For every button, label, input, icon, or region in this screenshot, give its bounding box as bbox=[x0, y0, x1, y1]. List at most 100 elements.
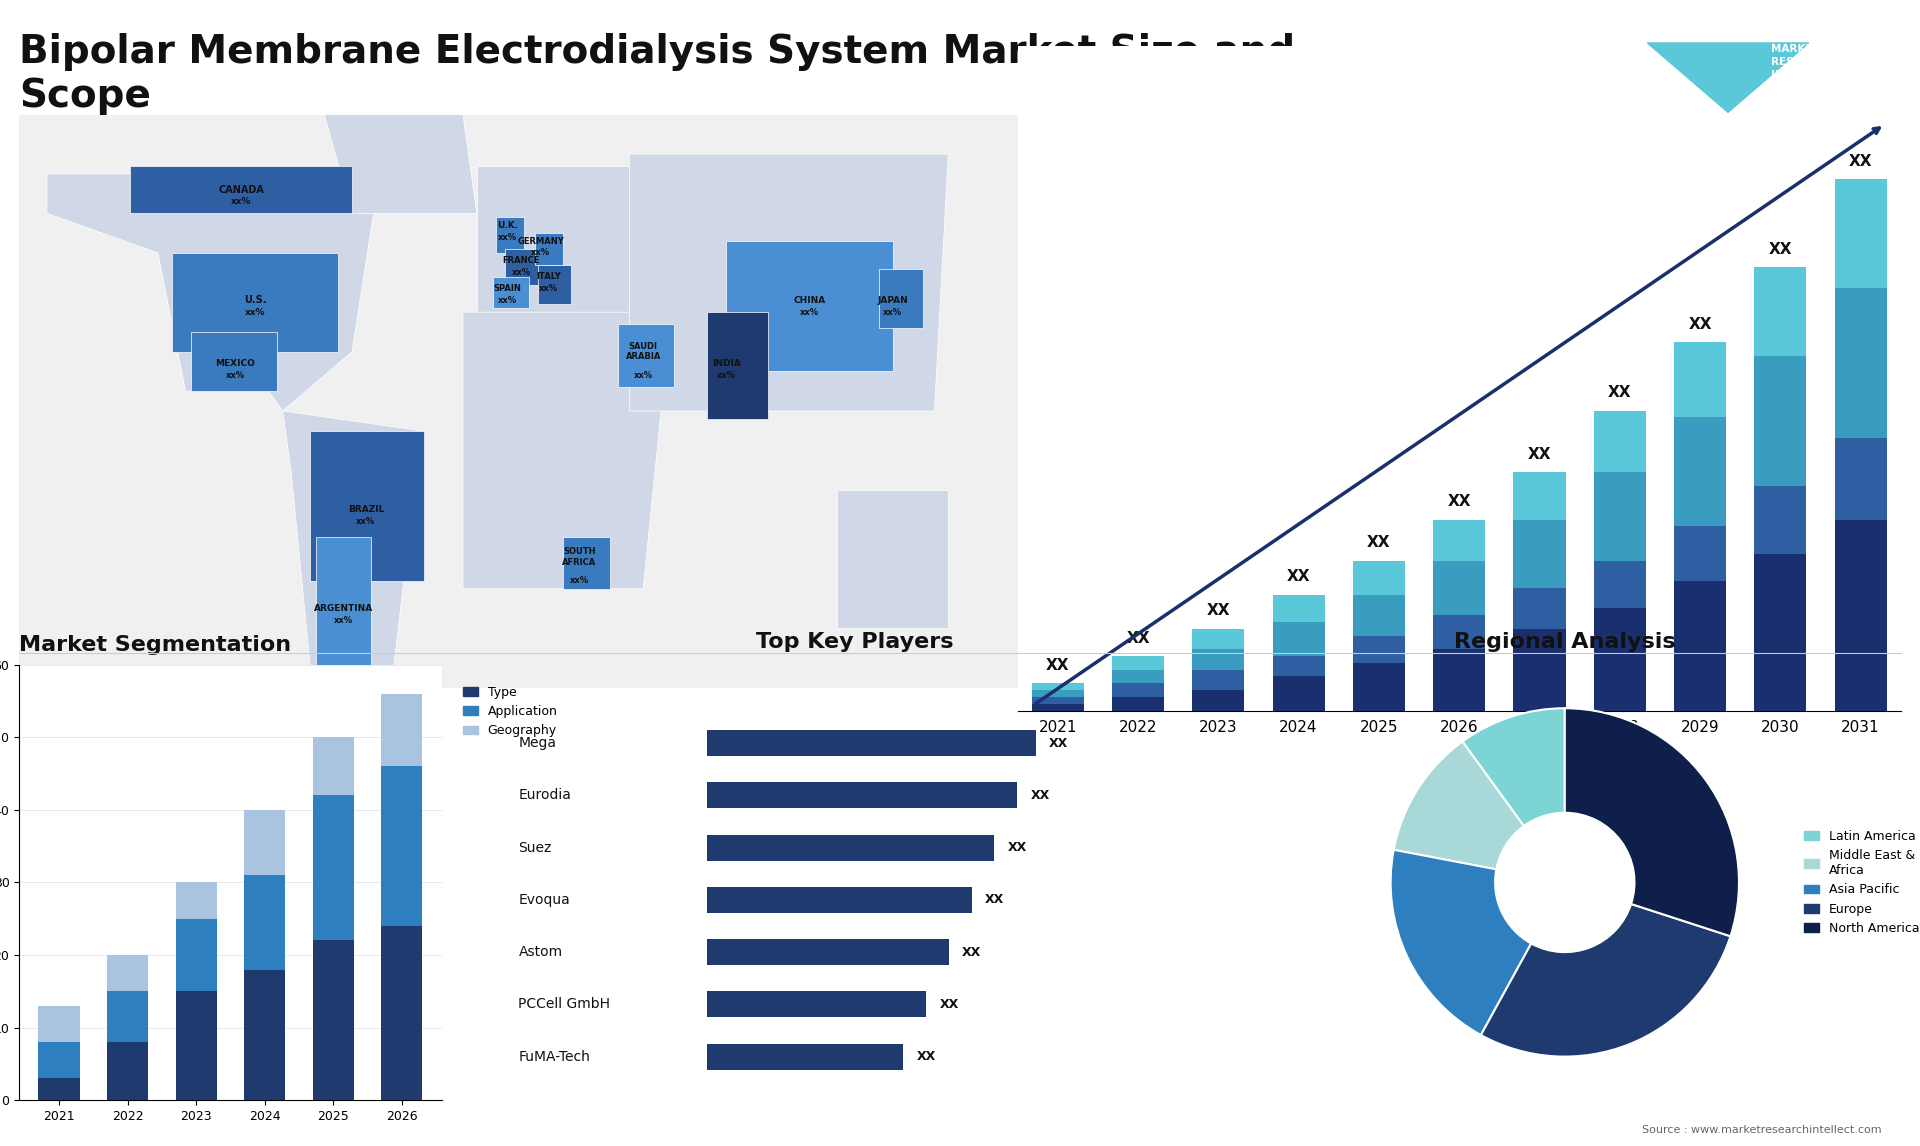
Text: JAPAN: JAPAN bbox=[877, 296, 908, 305]
Text: U.K.: U.K. bbox=[497, 221, 518, 229]
Bar bbox=[1834, 438, 1887, 519]
Polygon shape bbox=[192, 332, 276, 391]
Bar bbox=[1432, 615, 1486, 649]
Text: ARGENTINA: ARGENTINA bbox=[315, 604, 372, 613]
Text: xx%: xx% bbox=[801, 307, 820, 316]
Text: XX: XX bbox=[1008, 841, 1027, 854]
Bar bbox=[1513, 519, 1565, 588]
Text: xx%: xx% bbox=[497, 296, 516, 305]
Text: FuMA-Tech: FuMA-Tech bbox=[518, 1050, 589, 1063]
Text: XX: XX bbox=[1849, 154, 1872, 168]
Text: CANADA: CANADA bbox=[219, 185, 265, 195]
Polygon shape bbox=[311, 431, 424, 581]
Text: XX: XX bbox=[1046, 658, 1069, 673]
Text: xx%: xx% bbox=[244, 307, 265, 316]
Bar bbox=[1273, 656, 1325, 676]
Bar bbox=[1755, 554, 1807, 711]
Bar bbox=[1354, 595, 1405, 636]
Text: xx%: xx% bbox=[540, 284, 559, 293]
Text: xx%: xx% bbox=[716, 371, 735, 380]
Bar bbox=[1834, 288, 1887, 438]
Bar bbox=[1031, 704, 1085, 711]
Bar bbox=[244, 876, 286, 970]
Polygon shape bbox=[536, 233, 563, 265]
Bar bbox=[313, 737, 353, 795]
Bar bbox=[108, 991, 148, 1042]
Text: xx%: xx% bbox=[497, 233, 516, 242]
Bar bbox=[1755, 267, 1807, 356]
Text: XX: XX bbox=[962, 945, 981, 958]
Text: XX: XX bbox=[1286, 570, 1309, 584]
Polygon shape bbox=[618, 324, 674, 387]
Polygon shape bbox=[837, 490, 948, 628]
Polygon shape bbox=[563, 537, 611, 589]
Text: XX: XX bbox=[1031, 788, 1050, 802]
Text: SPAIN: SPAIN bbox=[493, 284, 520, 293]
Bar bbox=[313, 795, 353, 941]
Bar bbox=[1594, 560, 1645, 609]
Text: Suez: Suez bbox=[518, 840, 551, 855]
Text: XX: XX bbox=[1448, 494, 1471, 510]
Bar bbox=[1674, 417, 1726, 526]
Text: xx%: xx% bbox=[883, 307, 902, 316]
Bar bbox=[1834, 179, 1887, 288]
Bar bbox=[707, 991, 925, 1018]
Wedge shape bbox=[1463, 708, 1565, 826]
Text: U.S.: U.S. bbox=[244, 296, 267, 305]
Wedge shape bbox=[1565, 708, 1740, 936]
Bar bbox=[1432, 560, 1486, 615]
Text: ITALY: ITALY bbox=[536, 272, 561, 281]
Bar bbox=[1674, 581, 1726, 711]
Bar bbox=[1594, 410, 1645, 472]
Text: XX: XX bbox=[1048, 737, 1068, 749]
Bar bbox=[175, 991, 217, 1100]
Bar bbox=[1192, 669, 1244, 690]
Bar bbox=[1755, 356, 1807, 486]
Bar bbox=[707, 834, 995, 861]
Wedge shape bbox=[1390, 850, 1532, 1035]
Bar bbox=[1192, 629, 1244, 649]
Polygon shape bbox=[493, 276, 530, 308]
Bar bbox=[382, 693, 422, 767]
Text: GERMANY: GERMANY bbox=[516, 236, 564, 245]
Bar bbox=[1674, 526, 1726, 581]
Bar bbox=[707, 730, 1035, 756]
Bar bbox=[38, 1078, 79, 1100]
Bar bbox=[108, 1042, 148, 1100]
Bar bbox=[1432, 649, 1486, 711]
Text: xx%: xx% bbox=[227, 371, 246, 380]
Title: Regional Analysis: Regional Analysis bbox=[1453, 631, 1676, 652]
Text: xx%: xx% bbox=[532, 249, 551, 258]
Bar bbox=[1354, 662, 1405, 711]
Text: CHINA: CHINA bbox=[793, 296, 826, 305]
Legend: Type, Application, Geography: Type, Application, Geography bbox=[457, 680, 564, 744]
Bar bbox=[313, 941, 353, 1100]
Text: MARKET
RESEARCH
INTELLECT: MARKET RESEARCH INTELLECT bbox=[1770, 44, 1834, 80]
Text: xx%: xx% bbox=[357, 517, 376, 526]
Text: Eurodia: Eurodia bbox=[518, 788, 572, 802]
Text: SOUTH
AFRICA: SOUTH AFRICA bbox=[563, 548, 597, 567]
Bar bbox=[1112, 697, 1164, 711]
Bar bbox=[175, 919, 217, 991]
Polygon shape bbox=[538, 265, 570, 305]
Bar bbox=[1674, 343, 1726, 417]
Bar bbox=[1755, 486, 1807, 554]
Text: XX: XX bbox=[1528, 447, 1551, 462]
Text: Astom: Astom bbox=[518, 945, 563, 959]
Bar bbox=[1112, 656, 1164, 669]
Polygon shape bbox=[630, 154, 948, 411]
Text: FRANCE: FRANCE bbox=[503, 257, 540, 266]
Bar bbox=[707, 783, 1018, 808]
Text: XX: XX bbox=[1206, 604, 1231, 619]
Text: XX: XX bbox=[985, 894, 1004, 906]
Bar bbox=[1834, 519, 1887, 711]
Wedge shape bbox=[1480, 904, 1730, 1057]
Polygon shape bbox=[879, 268, 924, 328]
Polygon shape bbox=[726, 241, 893, 371]
Bar bbox=[707, 939, 948, 965]
Bar bbox=[1513, 629, 1565, 711]
Bar bbox=[1273, 676, 1325, 711]
Bar bbox=[108, 955, 148, 991]
Bar bbox=[1112, 669, 1164, 683]
Polygon shape bbox=[1647, 42, 1809, 112]
